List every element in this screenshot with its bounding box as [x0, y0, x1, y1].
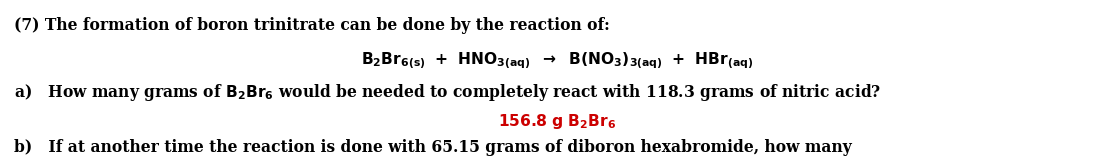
- Text: a)   How many grams of $\bf{B_2Br_6}$ would be needed to completely react with 1: a) How many grams of $\bf{B_2Br_6}$ woul…: [14, 82, 881, 103]
- Text: (7) The formation of boron trinitrate can be done by the reaction of:: (7) The formation of boron trinitrate ca…: [14, 17, 610, 34]
- Text: b)   If at another time the reaction is done with 65.15 grams of diboron hexabro: b) If at another time the reaction is do…: [14, 139, 852, 156]
- Text: $\bf{B_2Br_{6(s)}}$  $\bf{+}$  $\bf{HNO_{3(aq)}}$  $\bf{\rightarrow}$  $\bf{B(NO: $\bf{B_2Br_{6(s)}}$ $\bf{+}$ $\bf{HNO_{3…: [361, 51, 753, 71]
- Text: $\bf{156.8\ g\ B_2Br_6}$: $\bf{156.8\ g\ B_2Br_6}$: [498, 112, 616, 131]
